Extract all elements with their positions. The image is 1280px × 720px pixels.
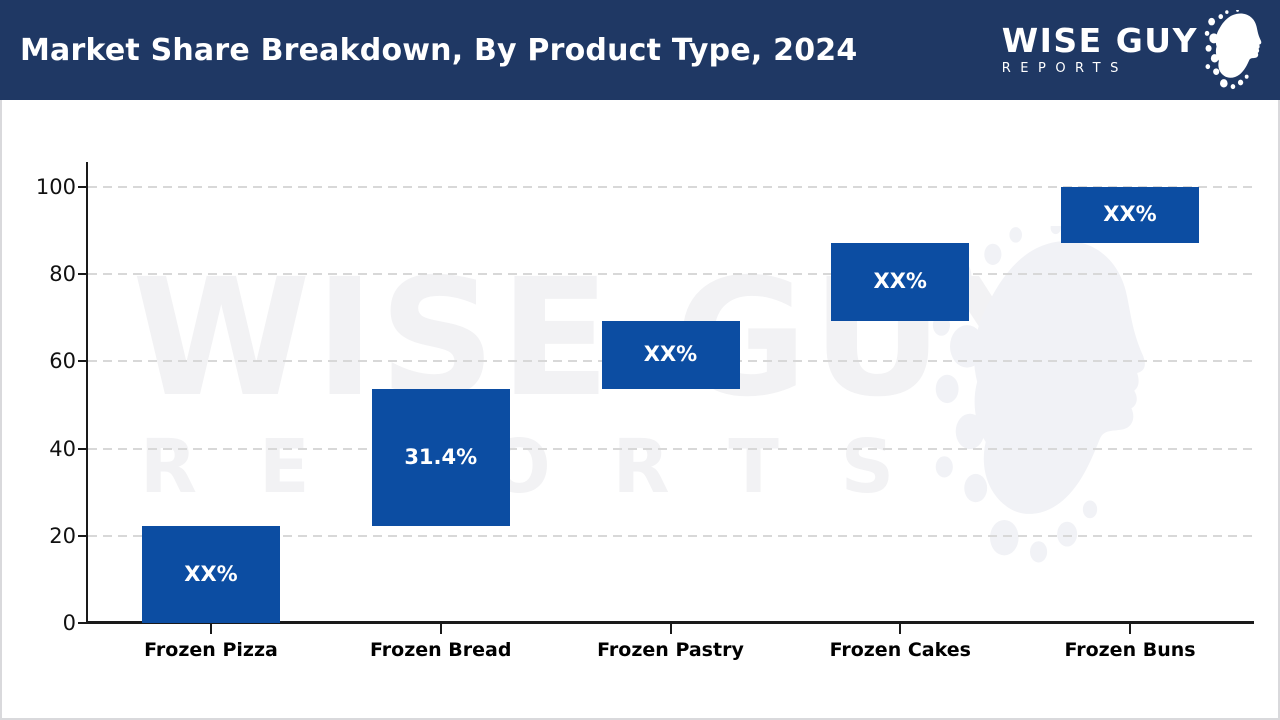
x-tick-label-frozen-pizza: Frozen Pizza: [144, 639, 278, 661]
y-tick-label-20: 20: [49, 523, 76, 548]
y-tick-label-80: 80: [49, 262, 76, 287]
chart-title: Market Share Breakdown, By Product Type,…: [20, 32, 858, 68]
watermark-subtitle: REPORTS: [140, 424, 957, 510]
gridline-40: [88, 447, 1252, 450]
x-tick-mark-frozen-pastry: [669, 624, 672, 634]
y-tick-label-60: 60: [49, 349, 76, 374]
bar-value-label: XX%: [1103, 202, 1157, 227]
y-tick-mark-100: [78, 186, 86, 188]
y-tick-mark-20: [78, 534, 86, 537]
gridline-100: [88, 186, 1252, 188]
x-tick-label-frozen-bread: Frozen Bread: [370, 639, 512, 661]
bar-value-label: XX%: [873, 269, 927, 294]
bar-frozen-bread: 31.4%: [371, 388, 510, 526]
x-tick-label-frozen-cakes: Frozen Cakes: [829, 639, 971, 661]
y-tick-label-40: 40: [49, 436, 76, 461]
bar-value-label: XX%: [184, 561, 238, 586]
logo-wordmark: WISE GUY: [1001, 21, 1198, 61]
y-axis-line: [86, 162, 88, 624]
y-tick-mark-40: [78, 447, 86, 450]
bar-frozen-buns: XX%: [1061, 187, 1199, 243]
x-tick-label-frozen-buns: Frozen Buns: [1064, 639, 1196, 661]
logo-subtitle: REPORTS: [1001, 60, 1128, 76]
bar-value-label: 31.4%: [404, 444, 478, 469]
logo-text: WISE GUY REPORTS: [1002, 24, 1198, 76]
x-tick-mark-frozen-bread: [439, 624, 442, 634]
gridline-20: [88, 534, 1252, 537]
x-tick-mark-frozen-pizza: [210, 624, 212, 634]
bar-frozen-pizza: XX%: [142, 525, 280, 623]
chart-plot-area: WISE GUY REPORTS 0 20 40 60 80 100 XX% Frozen …: [0, 100, 1280, 720]
y-tick-mark-60: [78, 360, 86, 363]
bar-frozen-cakes: XX%: [831, 242, 970, 321]
header-bar: Market Share Breakdown, By Product Type,…: [0, 0, 1280, 100]
y-tick-mark-0: [78, 622, 86, 624]
y-tick-label-100: 100: [35, 175, 76, 199]
wise-guy-reports-logo: WISE GUY REPORTS: [1002, 10, 1268, 90]
x-axis-line: [86, 621, 1254, 624]
logo-head-icon: [1204, 10, 1268, 90]
x-tick-mark-frozen-buns: [1129, 624, 1131, 634]
x-tick-mark-frozen-cakes: [899, 624, 902, 634]
y-tick-mark-80: [78, 273, 86, 276]
bar-frozen-pastry: XX%: [601, 320, 740, 389]
y-tick-label-0: 0: [62, 611, 76, 635]
bar-value-label: XX%: [643, 342, 698, 367]
gridline-80: [88, 273, 1252, 276]
x-tick-label-frozen-pastry: Frozen Pastry: [597, 639, 744, 661]
